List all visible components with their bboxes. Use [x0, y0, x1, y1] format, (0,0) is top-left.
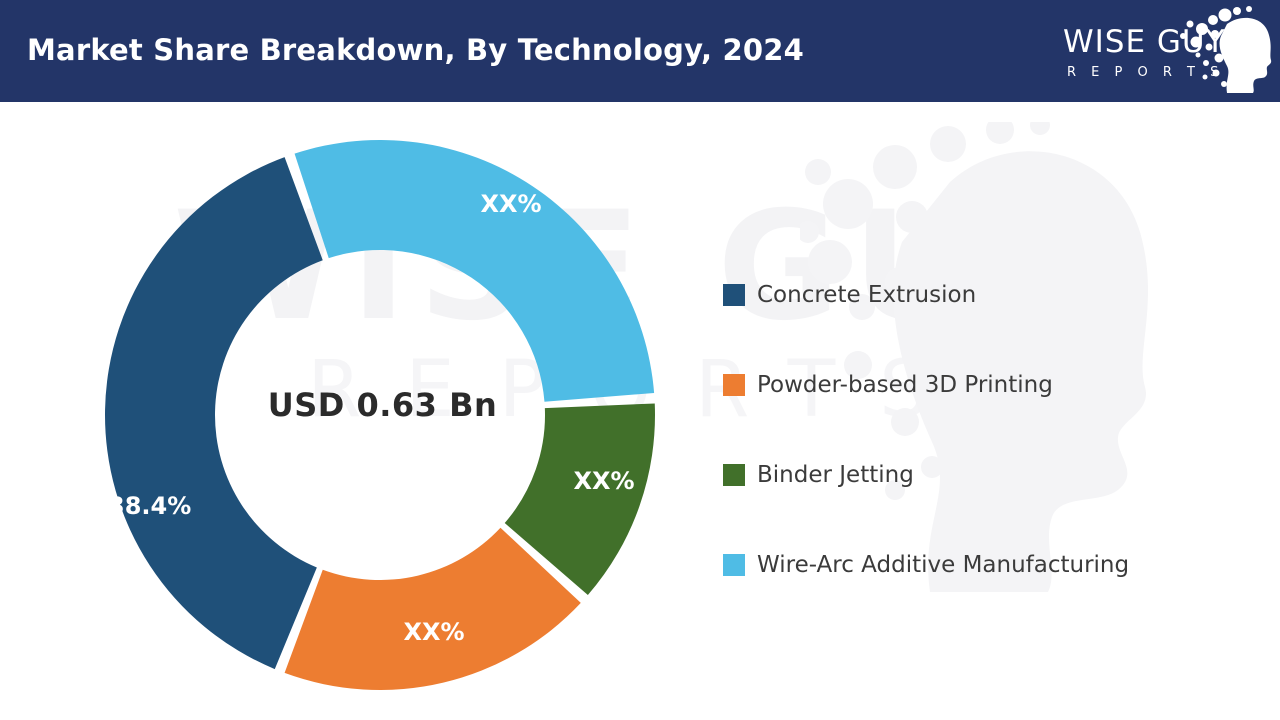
legend-color-swatch [723, 284, 745, 306]
legend-color-swatch [723, 554, 745, 576]
slice-label-concrete-extrusion: 38.4% [108, 492, 192, 520]
logo-svg: WISE GUY R E P O R T S [1063, 6, 1272, 93]
donut-slice[interactable] [105, 157, 323, 670]
legend-item[interactable]: Concrete Extrusion [723, 250, 1263, 340]
legend-item[interactable]: Binder Jetting [723, 430, 1263, 520]
donut-chart-svg: XX% XX% XX% [105, 140, 655, 690]
legend-color-swatch [723, 374, 745, 396]
donut-slice[interactable] [294, 140, 655, 402]
legend-item-label: Concrete Extrusion [757, 282, 977, 308]
legend-item-label: Binder Jetting [757, 462, 914, 488]
slice-percentage-label: XX% [573, 467, 634, 495]
logo-wordmark-secondary: R E P O R T S [1067, 65, 1224, 80]
legend-item-label: Wire-Arc Additive Manufacturing [757, 552, 1130, 578]
donut-slices [105, 140, 655, 690]
chart-legend: Concrete Extrusion Powder-based 3D Printi… [723, 250, 1263, 610]
donut-center-value: USD 0.63 Bn [267, 386, 498, 424]
slice-percentage-label: XX% [480, 190, 541, 218]
logo-head-icon [1180, 6, 1272, 93]
donut-slice[interactable] [504, 403, 655, 596]
legend-item[interactable]: Wire-Arc Additive Manufacturing [723, 520, 1263, 610]
header-bar: Market Share Breakdown, By Technology, 2… [0, 0, 1280, 102]
slice-percentage-label: XX% [403, 618, 464, 646]
donut-chart: XX% XX% XX% USD 0.63 Bn [100, 130, 665, 695]
donut-slice-labels: XX% XX% XX% [403, 190, 634, 646]
legend-color-swatch [723, 464, 745, 486]
donut-slice[interactable] [284, 527, 581, 690]
legend-item-label: Powder-based 3D Printing [757, 372, 1053, 398]
wiseguy-reports-logo: WISE GUY R E P O R T S [1059, 6, 1274, 96]
page-title: Market Share Breakdown, By Technology, 2… [27, 33, 805, 67]
legend-item[interactable]: Powder-based 3D Printing [723, 340, 1263, 430]
